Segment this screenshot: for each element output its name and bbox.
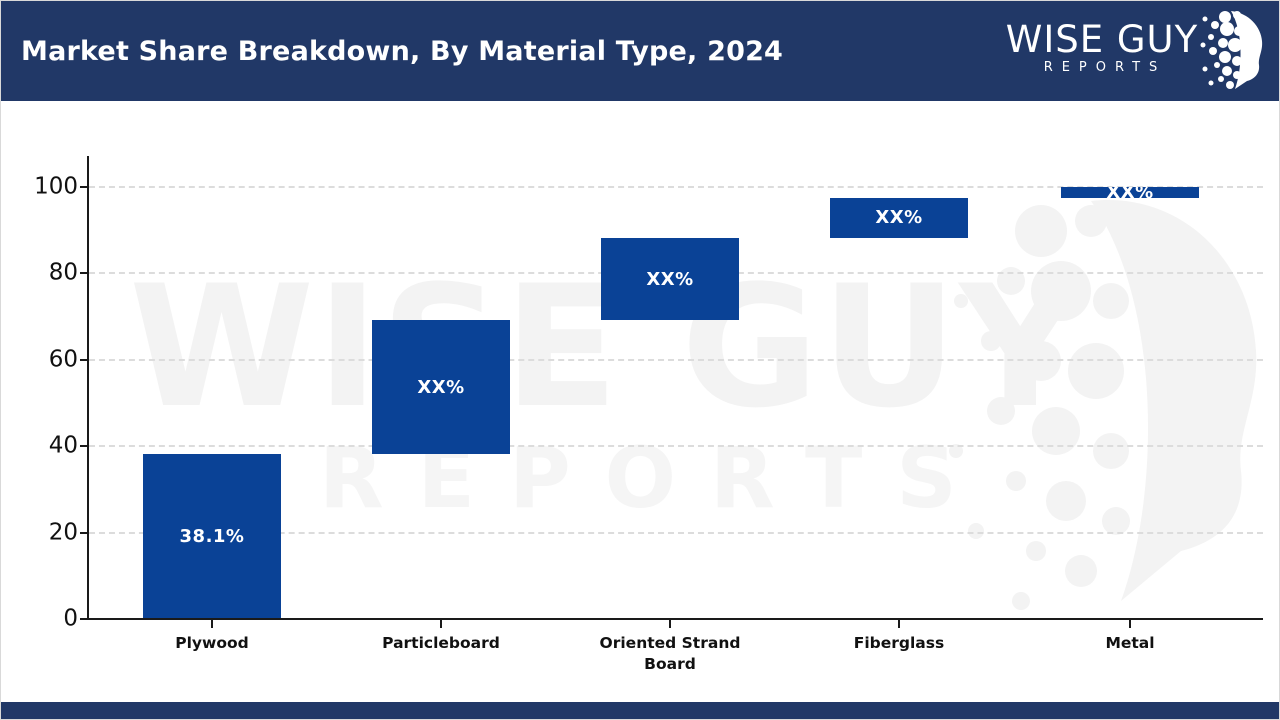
y-tick-mark (80, 272, 89, 275)
y-tick-mark (80, 358, 89, 361)
gridline-y-100 (89, 186, 1263, 188)
bar-oriented-strand-board[interactable]: XX% (601, 237, 739, 321)
x-tick-mark (898, 619, 900, 628)
x-tick-mark (440, 619, 442, 628)
y-axis-tick-label: 20 (48, 519, 78, 546)
x-tick-mark (211, 619, 213, 628)
bar-value-label: XX% (417, 376, 465, 398)
footer-bar (1, 702, 1279, 719)
watermark-face-icon (949, 200, 1257, 610)
gridline-y-20 (89, 531, 1263, 534)
y-axis-tick-label: 0 (63, 605, 78, 632)
bar-particleboard[interactable]: XX% (372, 320, 510, 455)
gridline-y-60 (89, 358, 1263, 361)
x-axis-category-label: Particleboard (382, 634, 500, 652)
y-axis-tick-label: 40 (48, 432, 78, 459)
bar-fiberglass[interactable]: XX% (830, 197, 968, 238)
gridline-y-40 (89, 445, 1263, 448)
header-bar: Market Share Breakdown, By Material Type… (1, 1, 1279, 101)
y-axis-tick-label: 60 (48, 346, 78, 373)
y-tick-mark (80, 618, 89, 620)
x-axis-category-label: Oriented Strand Board (599, 634, 741, 673)
logo-subtitle: REPORTS (1043, 60, 1167, 75)
bar-value-label: XX% (646, 268, 694, 290)
logo-wordmark: WISE GUY (1005, 18, 1199, 61)
y-tick-mark (80, 186, 89, 188)
y-axis-line (87, 156, 89, 620)
bar-value-label: 38.1% (179, 526, 245, 548)
logo-face-icon (1200, 11, 1263, 89)
x-tick-mark (669, 619, 671, 628)
y-tick-mark (80, 445, 89, 448)
chart-title: Market Share Breakdown, By Material Type… (21, 35, 784, 67)
bar-value-label: XX% (875, 207, 923, 229)
logo-text: WISE GUY REPORTS (1002, 21, 1202, 75)
bar-value-label: XX% (1106, 187, 1154, 198)
y-axis-tick-label: 80 (48, 259, 78, 286)
bar-metal[interactable]: XX% (1061, 187, 1199, 198)
x-axis-category-label: Metal (1105, 634, 1155, 652)
y-tick-mark (80, 531, 89, 534)
bar-plywood[interactable]: 38.1% (143, 454, 281, 619)
x-axis-line (87, 618, 1263, 620)
x-axis-category-label: Fiberglass (853, 634, 945, 652)
x-axis-category-label: Plywood (175, 634, 249, 652)
x-tick-mark (1129, 619, 1131, 628)
y-axis-tick-label: 100 (34, 173, 78, 200)
wise-guy-reports-logo: WISE GUY REPORTS (1002, 7, 1267, 95)
